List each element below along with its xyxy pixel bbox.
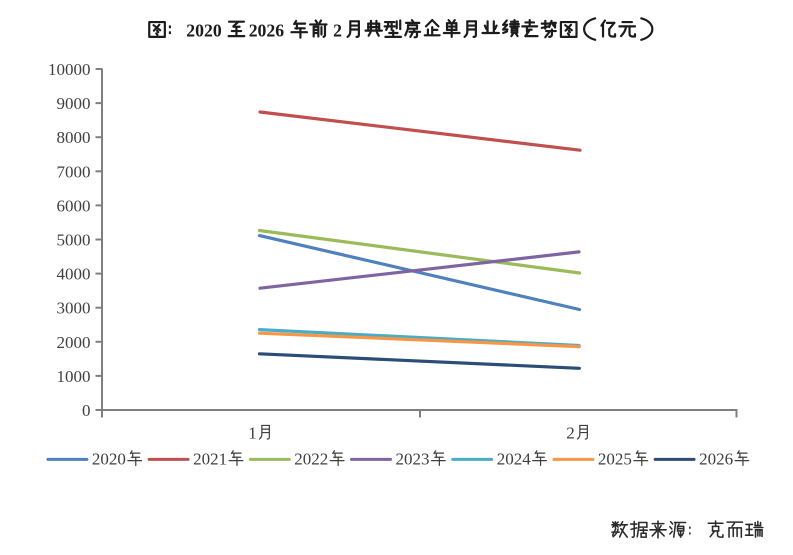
- svg-text:2023: 2023: [396, 449, 430, 468]
- svg-text:2021: 2021: [193, 449, 227, 468]
- svg-text:0: 0: [82, 401, 91, 420]
- svg-text:9000: 9000: [57, 94, 91, 113]
- svg-text:2020: 2020: [186, 20, 222, 40]
- svg-text:6000: 6000: [57, 196, 91, 215]
- svg-text:2025: 2025: [598, 449, 632, 468]
- svg-text:2: 2: [566, 424, 575, 443]
- svg-text:3000: 3000: [57, 299, 91, 318]
- svg-text:2024: 2024: [497, 449, 532, 468]
- svg-text:2: 2: [333, 20, 342, 40]
- svg-text:2026: 2026: [249, 20, 285, 40]
- svg-text:7000: 7000: [57, 162, 91, 181]
- svg-text:2022: 2022: [294, 449, 328, 468]
- svg-text:2020: 2020: [92, 449, 126, 468]
- svg-text:4000: 4000: [57, 265, 91, 284]
- svg-text:1: 1: [248, 424, 257, 443]
- svg-text:8000: 8000: [57, 128, 91, 147]
- svg-text:5000: 5000: [57, 231, 91, 250]
- svg-text:2000: 2000: [57, 333, 91, 352]
- svg-text:2026: 2026: [699, 449, 733, 468]
- svg-text:10000: 10000: [48, 60, 91, 79]
- svg-text:1000: 1000: [57, 367, 91, 386]
